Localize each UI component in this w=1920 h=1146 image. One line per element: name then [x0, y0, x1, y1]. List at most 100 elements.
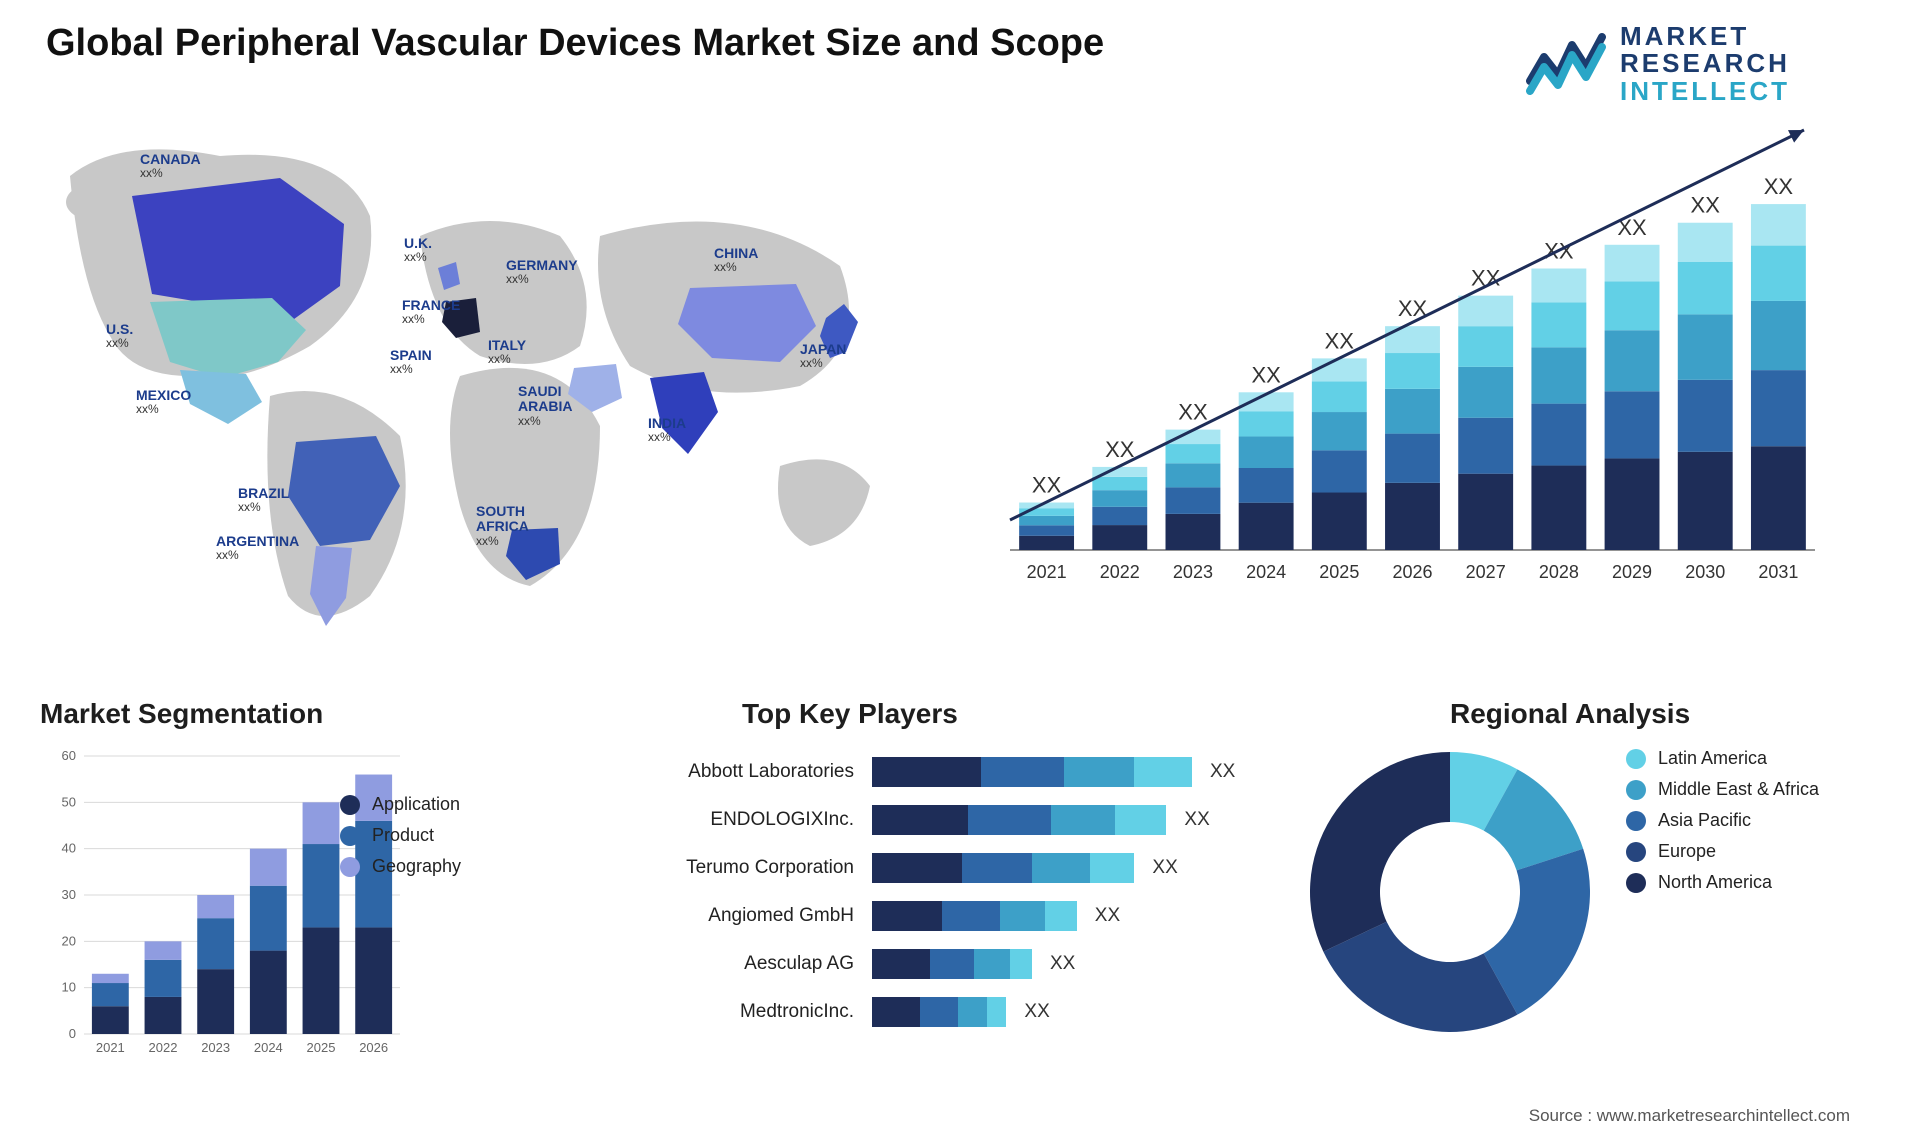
seg-bar-seg: [250, 886, 287, 951]
legend-label: Europe: [1658, 841, 1716, 862]
forecast-bar-seg: [1678, 452, 1733, 550]
player-value: XX: [1210, 761, 1235, 783]
player-bar-seg: [1032, 853, 1090, 883]
seg-ytick: 60: [62, 748, 76, 763]
segmentation-legend: ApplicationProductGeography: [340, 784, 461, 887]
forecast-bar-seg: [1019, 516, 1074, 525]
regional-title: Regional Analysis: [1450, 698, 1880, 730]
map-country-pct: xx%: [506, 273, 578, 286]
forecast-bar-seg: [1166, 487, 1221, 513]
player-bar-seg: [872, 853, 962, 883]
forecast-year-label: 2030: [1685, 562, 1725, 582]
forecast-bar-seg: [1531, 404, 1586, 466]
player-bar-seg: [981, 757, 1064, 787]
map-label-u-k-: U.K.xx%: [404, 236, 432, 265]
forecast-bar-seg: [1312, 412, 1367, 450]
player-bar-seg: [872, 997, 920, 1027]
map-country-name: U.S.: [106, 321, 133, 337]
seg-bar-seg: [303, 927, 340, 1034]
map-country-pct: xx%: [518, 415, 572, 428]
player-bar-seg: [1134, 757, 1192, 787]
seg-bar-seg: [303, 802, 340, 844]
player-bar-seg: [872, 805, 968, 835]
map-label-spain: SPAINxx%: [390, 348, 432, 377]
forecast-bar-seg: [1605, 458, 1660, 550]
forecast-bar-seg: [1092, 507, 1147, 525]
map-country-name: CANADA: [140, 151, 201, 167]
forecast-year-label: 2023: [1173, 562, 1213, 582]
player-bar-seg: [872, 901, 942, 931]
forecast-bar-seg: [1751, 246, 1806, 301]
forecast-bar-seg: [1531, 269, 1586, 303]
player-bar: [872, 901, 1077, 931]
player-row: Abbott LaboratoriesXX: [632, 748, 1267, 796]
player-bar-seg: [872, 757, 981, 787]
forecast-bar-seg: [1019, 525, 1074, 535]
logo-text-2: RESEARCH: [1620, 50, 1790, 77]
map-label-india: INDIAxx%: [648, 416, 686, 445]
seg-legend-item: Application: [340, 794, 461, 815]
seg-bar-seg: [145, 941, 182, 960]
player-value: XX: [1152, 857, 1177, 879]
forecast-value-label: XX: [1325, 328, 1355, 353]
seg-ytick: 0: [69, 1026, 76, 1041]
forecast-bar-seg: [1678, 314, 1733, 379]
map-label-france: FRANCExx%: [402, 298, 460, 327]
player-bar-seg: [962, 853, 1032, 883]
seg-ytick: 50: [62, 794, 76, 809]
forecast-bar-seg: [1312, 450, 1367, 492]
player-bar-seg: [1090, 853, 1135, 883]
map-label-germany: GERMANYxx%: [506, 258, 578, 287]
legend-label: North America: [1658, 872, 1772, 893]
forecast-year-label: 2022: [1100, 562, 1140, 582]
legend-swatch-icon: [1626, 873, 1646, 893]
player-bar-seg: [920, 997, 958, 1027]
player-bar: [872, 853, 1134, 883]
player-bar-seg: [987, 997, 1006, 1027]
regional-donut-chart: [1300, 742, 1600, 1042]
key-players-panel: Top Key Players Abbott LaboratoriesXXEND…: [632, 698, 1267, 1083]
player-bar-seg: [942, 901, 1000, 931]
map-country-pct: xx%: [238, 501, 289, 514]
player-name: Terumo Corporation: [632, 857, 854, 879]
map-region-mexico: [180, 370, 262, 424]
player-bar: [872, 805, 1166, 835]
map-country-name: SPAIN: [390, 347, 432, 363]
logo-mark-icon: [1526, 31, 1606, 97]
player-value: XX: [1050, 953, 1075, 975]
forecast-year-label: 2024: [1246, 562, 1286, 582]
map-country-pct: xx%: [140, 167, 201, 180]
map-country-pct: xx%: [136, 403, 191, 416]
player-row: Angiomed GmbHXX: [632, 892, 1267, 940]
seg-bar-seg: [92, 1006, 129, 1034]
seg-bar-seg: [250, 951, 287, 1034]
forecast-year-label: 2029: [1612, 562, 1652, 582]
map-country-name: GERMANY: [506, 257, 578, 273]
player-value: XX: [1184, 809, 1209, 831]
seg-legend-item: Product: [340, 825, 461, 846]
forecast-value-label: XX: [1178, 400, 1208, 425]
forecast-bar-seg: [1531, 302, 1586, 347]
forecast-year-label: 2025: [1319, 562, 1359, 582]
forecast-bar-seg: [1678, 223, 1733, 262]
forecast-bar-seg: [1751, 370, 1806, 446]
forecast-bar-seg: [1312, 381, 1367, 412]
seg-bar-seg: [92, 983, 129, 1006]
seg-year-label: 2026: [359, 1040, 388, 1055]
forecast-bar-seg: [1678, 262, 1733, 314]
regional-legend-item: Asia Pacific: [1626, 810, 1819, 831]
map-label-japan: JAPANxx%: [800, 342, 846, 371]
seg-ytick: 10: [62, 980, 76, 995]
regional-analysis-panel: Regional Analysis Latin AmericaMiddle Ea…: [1290, 698, 1880, 1083]
map-country-pct: xx%: [390, 363, 432, 376]
seg-year-label: 2025: [307, 1040, 336, 1055]
map-country-name: CHINA: [714, 245, 758, 261]
forecast-year-label: 2021: [1027, 562, 1067, 582]
player-row: ENDOLOGIXInc.XX: [632, 796, 1267, 844]
forecast-bar-seg: [1019, 536, 1074, 550]
donut-slice: [1323, 922, 1517, 1032]
map-label-brazil: BRAZILxx%: [238, 486, 289, 515]
forecast-bar-seg: [1385, 389, 1440, 434]
seg-year-label: 2024: [254, 1040, 283, 1055]
legend-swatch-icon: [1626, 842, 1646, 862]
